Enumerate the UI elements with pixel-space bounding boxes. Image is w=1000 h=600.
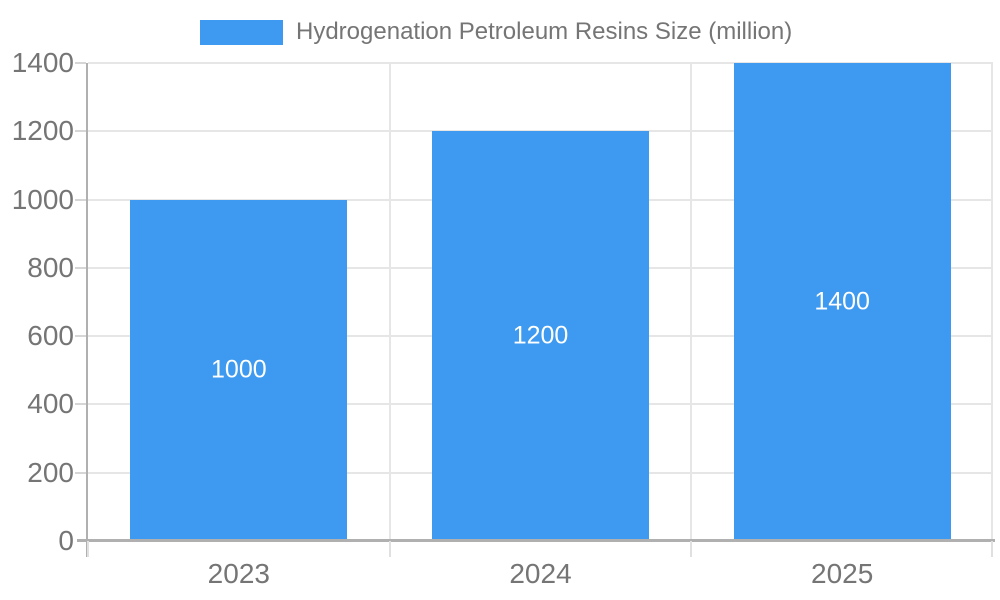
y-axis-tick: [75, 130, 86, 133]
bar: [432, 131, 649, 541]
y-gridline: [88, 62, 993, 64]
y-axis-tick: [75, 62, 86, 64]
y-axis-tick: [75, 198, 86, 201]
y-axis-tick: [75, 335, 86, 338]
bar: [733, 63, 951, 541]
y-tick-label: 1000: [11, 183, 74, 215]
y-axis-tick: [75, 403, 86, 406]
bar-value-label: 1400: [814, 287, 870, 316]
plot-right-border: [991, 63, 993, 541]
y-tick-label: 600: [27, 320, 74, 352]
y-tick-label: 400: [27, 388, 74, 420]
x-gridline: [388, 63, 391, 541]
x-tick-label: 2024: [509, 558, 572, 589]
y-tick-label: 0: [58, 525, 74, 556]
legend-label: Hydrogenation Petroleum Resins Size (mil…: [296, 18, 793, 45]
x-axis-line: [77, 539, 995, 542]
y-axis-line: [86, 63, 88, 557]
y-axis-tick: [75, 471, 86, 474]
y-axis-tick: [75, 266, 86, 269]
bar: [130, 199, 348, 541]
x-axis-tick: [87, 541, 89, 557]
x-gridline: [690, 63, 693, 541]
x-axis-tick: [991, 541, 993, 557]
legend-swatch: [200, 19, 283, 45]
x-tick-label: 2023: [207, 558, 270, 589]
plot-area: 1000 1200 1400: [88, 62, 993, 541]
legend: Hydrogenation Petroleum Resins Size (mil…: [200, 18, 792, 46]
x-tick-label: 2025: [811, 558, 874, 589]
y-tick-label: 800: [27, 251, 74, 283]
bar-value-label: 1200: [512, 321, 569, 350]
y-tick-label: 1200: [11, 115, 74, 147]
x-axis-tick: [690, 541, 693, 557]
y-tick-label: 200: [27, 456, 74, 488]
bar-value-label: 1000: [211, 355, 267, 384]
y-tick-label: 1400: [11, 47, 74, 78]
x-axis-tick: [388, 541, 391, 557]
